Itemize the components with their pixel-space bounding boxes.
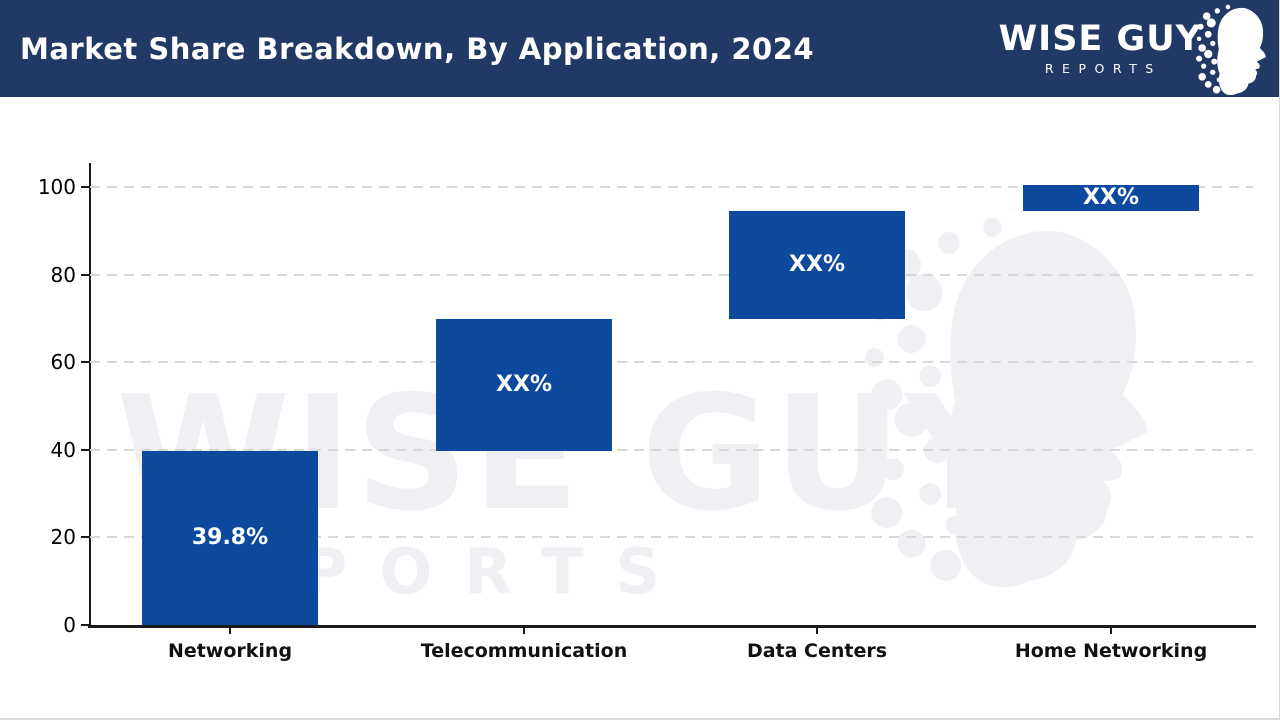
y-tick-label: 60 [50, 350, 76, 375]
x-category-label: Networking [167, 640, 293, 662]
y-tick-label: 100 [37, 175, 76, 199]
x-category-label: Telecommunication [420, 640, 628, 662]
header: Market Share Breakdown, By Application, … [0, 0, 1279, 97]
bar-value-label: 39.8% [191, 524, 269, 550]
gridline [90, 536, 1253, 539]
y-tick-mark [81, 273, 90, 276]
bar-data-centers: XX% [729, 211, 905, 320]
x-tick-mark [816, 627, 818, 634]
y-tick-label: 80 [50, 262, 76, 287]
bar-value-label: XX% [789, 252, 845, 278]
y-tick-mark [81, 186, 90, 188]
y-tick-mark [81, 624, 90, 626]
y-tick-mark [81, 361, 90, 364]
y-tick-mark [81, 448, 90, 451]
brand-logo-text: WISE GUY REPORTS [998, 19, 1202, 77]
y-tick-label: 20 [50, 525, 76, 550]
chart-title: Market Share Breakdown, By Application, … [20, 32, 815, 66]
y-tick-label: 40 [50, 437, 76, 462]
y-axis-line [89, 163, 91, 627]
x-axis-line [88, 625, 1256, 628]
x-tick-mark [1110, 627, 1112, 634]
gridline [90, 186, 1253, 188]
bar-telecommunication: XX% [436, 319, 612, 451]
x-tick-mark [523, 627, 525, 634]
x-category-label: Home Networking [1014, 640, 1208, 662]
x-category-label: Data Centers [746, 640, 888, 662]
gridline [90, 448, 1253, 451]
brand-subtext: REPORTS [1044, 61, 1162, 76]
bar-networking: 39.8% [142, 450, 318, 625]
brand-head-icon [1196, 4, 1266, 95]
bar-value-label: XX% [496, 371, 552, 397]
y-tick-label: 0 [63, 613, 76, 637]
gridline [90, 273, 1253, 276]
brand-wordmark: WISE GUY [998, 19, 1202, 59]
brand-logo: WISE GUY REPORTS [999, 3, 1272, 95]
gridline [90, 361, 1253, 364]
bar-home-networking: XX% [1023, 184, 1199, 212]
x-tick-mark [229, 627, 231, 634]
bar-value-label: XX% [1083, 184, 1139, 210]
y-tick-mark [81, 536, 90, 539]
